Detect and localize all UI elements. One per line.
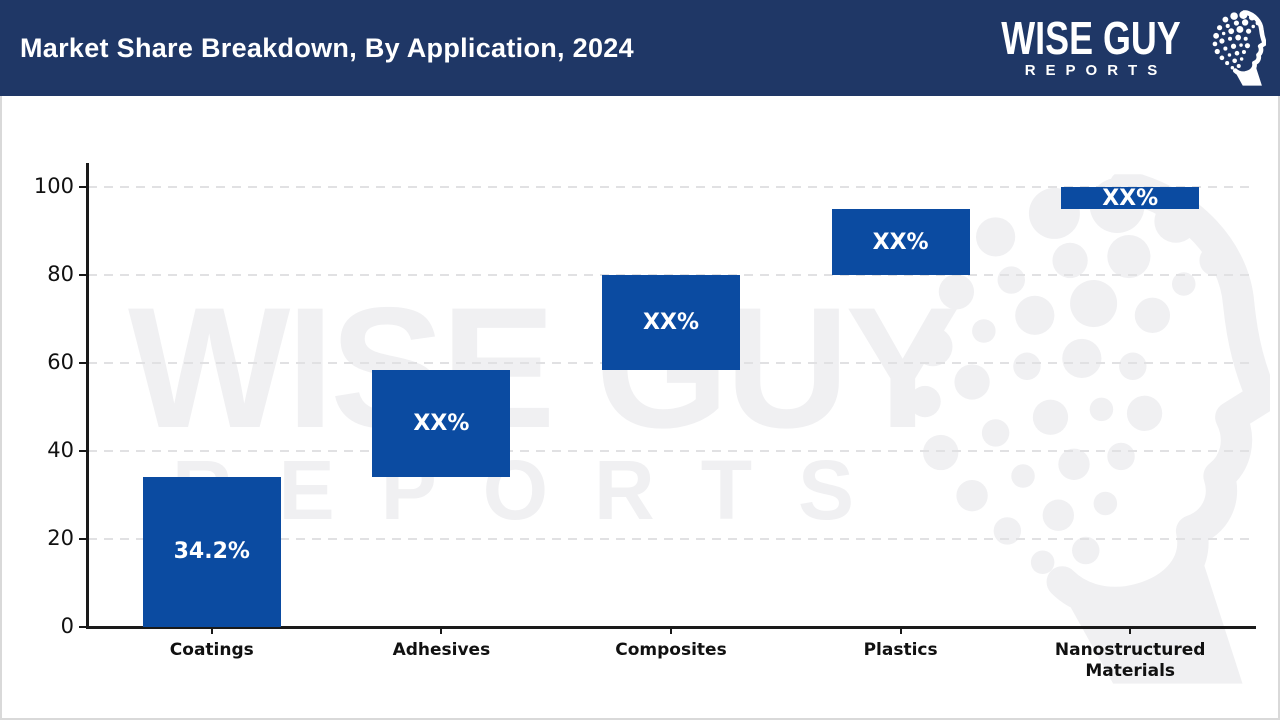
gridline xyxy=(88,450,1254,452)
watermark-reports-label: REPORTS xyxy=(172,443,901,537)
bar: XX% xyxy=(1061,185,1200,211)
bar: XX% xyxy=(372,369,511,477)
watermark-wordmark: WISE GUY xyxy=(128,272,960,464)
y-tick xyxy=(79,626,87,628)
y-tick xyxy=(79,450,87,452)
bar: 34.2% xyxy=(142,476,281,627)
y-tick-label: 100 xyxy=(33,174,74,198)
gridline xyxy=(88,186,1254,188)
x-tick-label: Plastics xyxy=(863,640,938,660)
page-title: Market Share Breakdown, By Application, … xyxy=(20,32,634,63)
brand-wordmark: WISE GUY REPORTS xyxy=(976,12,1206,79)
x-tick xyxy=(440,627,443,634)
bar-value-label: 34.2% xyxy=(173,539,250,565)
y-tick-label: 80 xyxy=(47,262,74,286)
x-tick xyxy=(210,627,213,634)
brand-wordmark-main: WISE GUY xyxy=(1001,12,1181,65)
y-tick xyxy=(79,362,87,364)
y-tick xyxy=(79,274,87,276)
bar: XX% xyxy=(602,275,740,370)
x-tick-label: Coatings xyxy=(169,640,254,660)
bar-value-label: XX% xyxy=(643,309,699,335)
bar: XX% xyxy=(831,209,970,275)
chart-area: WISE GUY REPORTS 0 20 40 60 80 100 34.2% Coatin… xyxy=(0,96,1280,720)
x-tick-label: Composites xyxy=(615,640,727,660)
y-tick xyxy=(79,186,87,188)
y-tick-label: 0 xyxy=(60,614,74,638)
y-tick xyxy=(79,538,87,540)
bar-value-label: XX% xyxy=(413,410,470,436)
bar-value-label: XX% xyxy=(872,229,929,255)
y-tick-label: 40 xyxy=(47,438,74,462)
x-tick-label: Nanostructured Materials xyxy=(1054,640,1206,682)
x-tick xyxy=(1129,627,1132,634)
x-tick xyxy=(899,627,902,634)
y-axis-line xyxy=(86,163,89,629)
header: Market Share Breakdown, By Application, … xyxy=(0,0,1280,96)
brand-wordmark-sub: REPORTS xyxy=(1024,61,1168,79)
y-tick-label: 20 xyxy=(47,526,74,550)
y-tick-label: 60 xyxy=(47,350,74,374)
x-tick xyxy=(670,627,672,634)
x-tick-label: Adhesives xyxy=(392,640,491,660)
bar-value-label: XX% xyxy=(1102,185,1159,211)
gridline xyxy=(88,538,1254,540)
brand-logo: WISE GUY REPORTS xyxy=(976,10,1266,86)
